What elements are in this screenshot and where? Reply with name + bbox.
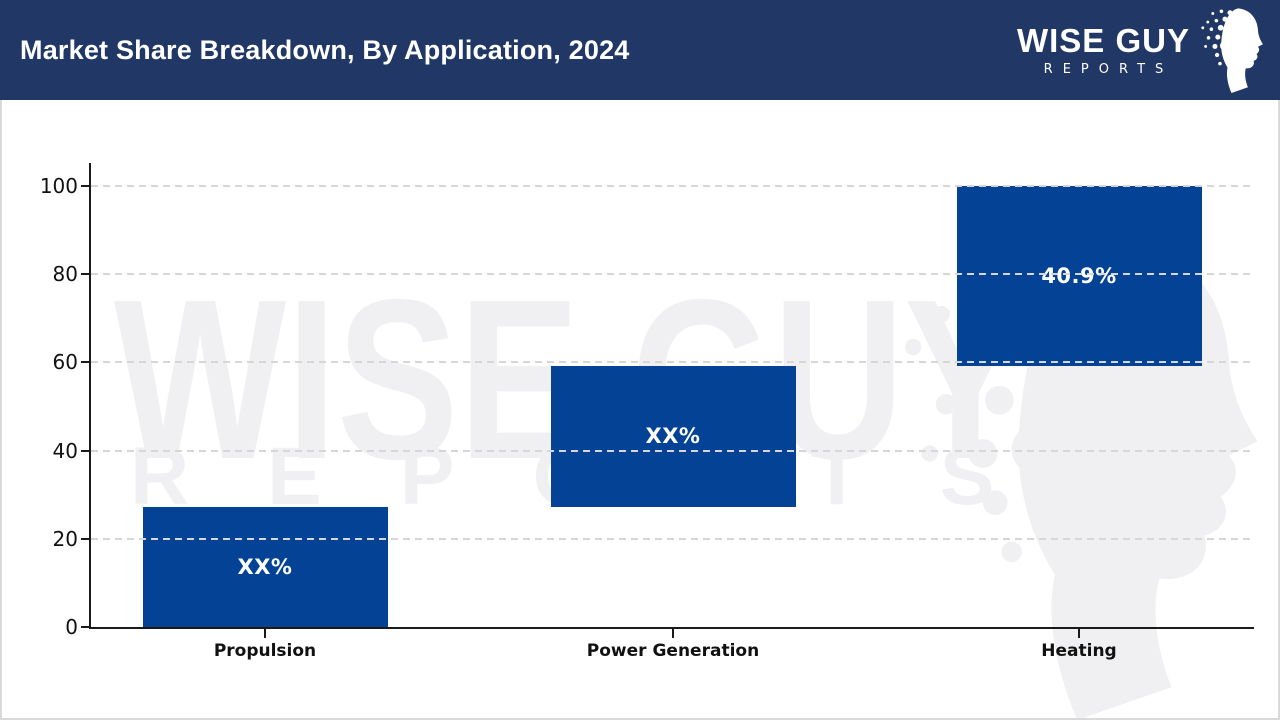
x-tick-mark bbox=[264, 629, 266, 638]
y-tick-label: 80 bbox=[52, 262, 78, 287]
category-label: Propulsion bbox=[213, 641, 317, 661]
y-tick-mark bbox=[81, 185, 90, 187]
x-tick-mark bbox=[672, 629, 674, 638]
bar-value-label: XX% bbox=[645, 424, 701, 449]
bar-heating: 40.9% bbox=[956, 186, 1202, 367]
bar-value-label: 40.9% bbox=[1041, 264, 1117, 289]
y-tick-label: 40 bbox=[52, 438, 78, 463]
y-tick-mark bbox=[81, 273, 90, 276]
y-axis-line bbox=[89, 163, 91, 629]
logo-text: WISE GUY REPORTS bbox=[1017, 24, 1190, 77]
y-tick-mark bbox=[81, 626, 90, 628]
gridline bbox=[91, 273, 1253, 276]
y-tick-label: 100 bbox=[39, 174, 78, 198]
gridline bbox=[91, 537, 1253, 540]
wise-guy-logo: WISE GUY REPORTS bbox=[1017, 7, 1266, 93]
dotted-head-icon bbox=[1194, 7, 1266, 93]
y-tick-mark bbox=[81, 361, 90, 364]
logo-subtitle: REPORTS bbox=[1043, 61, 1174, 77]
x-axis-line bbox=[89, 627, 1254, 629]
y-tick-label: 0 bbox=[65, 615, 78, 639]
y-tick-label: 20 bbox=[52, 526, 78, 551]
gridline bbox=[91, 185, 1253, 187]
x-tick-mark bbox=[1078, 629, 1080, 638]
y-tick-label: 60 bbox=[52, 350, 78, 375]
page-title: Market Share Breakdown, By Application, … bbox=[20, 34, 630, 65]
bar-value-label: XX% bbox=[237, 554, 293, 579]
header-bar: Market Share Breakdown, By Application, … bbox=[0, 0, 1280, 100]
category-label: Heating bbox=[1041, 641, 1117, 661]
bar-power-generation: XX% bbox=[550, 366, 796, 507]
bar-propulsion: XX% bbox=[142, 506, 388, 627]
gridline bbox=[91, 449, 1253, 452]
chart-area: WISE GUY REPORTS 020406080100XX%Propulsi… bbox=[0, 100, 1280, 720]
gridline bbox=[91, 361, 1253, 364]
y-tick-mark bbox=[81, 449, 90, 452]
category-label: Power Generation bbox=[586, 641, 760, 661]
logo-name: WISE GUY bbox=[1016, 21, 1190, 59]
y-tick-mark bbox=[81, 537, 90, 540]
